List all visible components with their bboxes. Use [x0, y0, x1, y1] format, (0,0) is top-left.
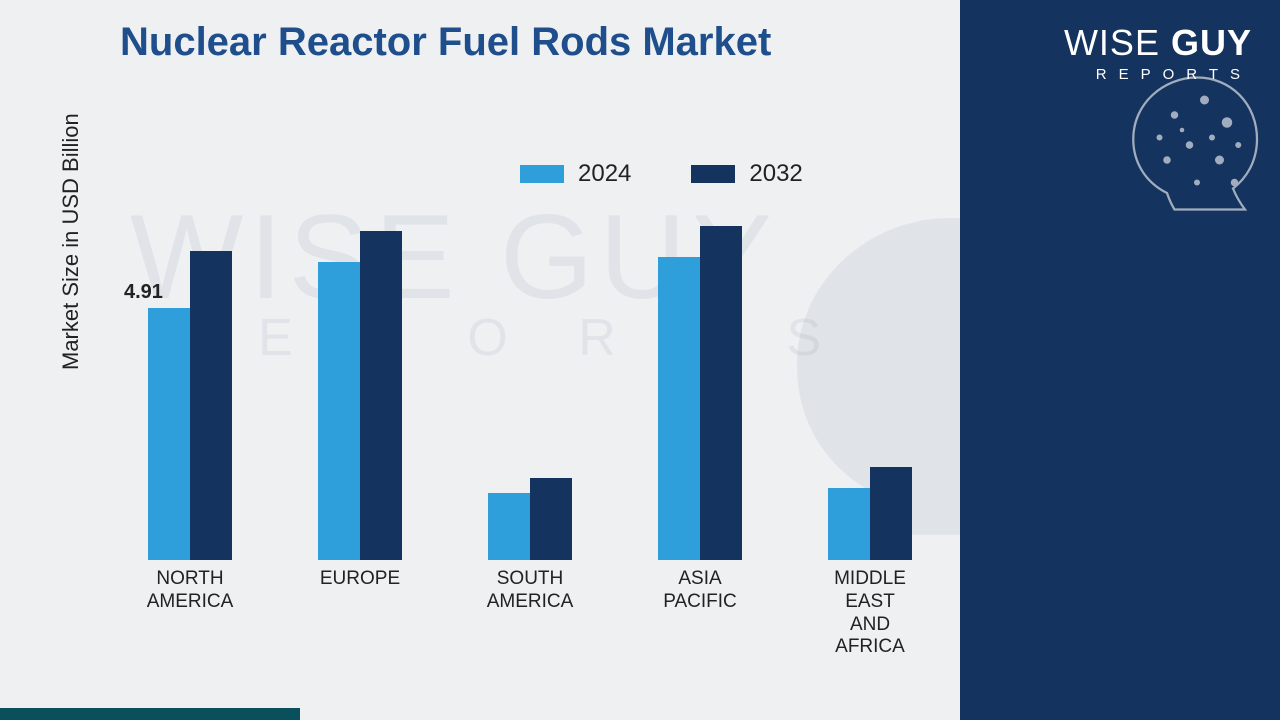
bar-group: SOUTH AMERICA [470, 478, 590, 560]
chart-title: Nuclear Reactor Fuel Rods Market [120, 20, 771, 65]
legend-item-2032: 2032 [691, 160, 802, 188]
bar-2024 [658, 257, 700, 560]
brand-line1: WISE GUY [1064, 22, 1252, 64]
bar-2024 [828, 488, 870, 560]
bar-group: EUROPE [300, 231, 420, 560]
bar-2032 [360, 231, 402, 560]
chart-legend: 2024 2032 [520, 160, 803, 188]
chart-plot-area: NORTH AMERICA4.91 EUROPE SOUTH AMERICA ASIA… [110, 200, 950, 560]
legend-label-2024: 2024 [578, 160, 631, 188]
bar-group: ASIA PACIFIC [640, 226, 760, 560]
legend-swatch-2032 [691, 165, 735, 183]
category-label: NORTH AMERICA [110, 568, 270, 614]
bar-2032 [870, 467, 912, 560]
legend-swatch-2024 [520, 165, 564, 183]
brand-head-icon [1122, 70, 1272, 220]
page: WISE GUY R E P O R T S Nuclear Reactor F… [0, 0, 1280, 720]
category-label: MIDDLE EAST AND AFRICA [790, 568, 950, 659]
bar-2032 [700, 226, 742, 560]
category-label: SOUTH AMERICA [450, 568, 610, 614]
bar-2024 [318, 262, 360, 560]
brand-word-wise: WISE [1064, 22, 1160, 63]
legend-item-2024: 2024 [520, 160, 631, 188]
bar-2024 [488, 493, 530, 560]
bar-2032 [190, 251, 232, 560]
category-label: EUROPE [280, 568, 440, 591]
category-label: ASIA PACIFIC [620, 568, 780, 614]
bar-group: MIDDLE EAST AND AFRICA [810, 467, 930, 560]
bottom-accent-bar [0, 708, 300, 720]
bar-2024 [148, 308, 190, 561]
bar-group: NORTH AMERICA4.91 [130, 251, 250, 560]
brand-word-guy: GUY [1171, 22, 1252, 63]
y-axis-label: Market Size in USD Billion [58, 113, 84, 370]
bar-2032 [530, 478, 572, 560]
legend-label-2032: 2032 [749, 160, 802, 188]
value-label: 4.91 [124, 281, 163, 304]
